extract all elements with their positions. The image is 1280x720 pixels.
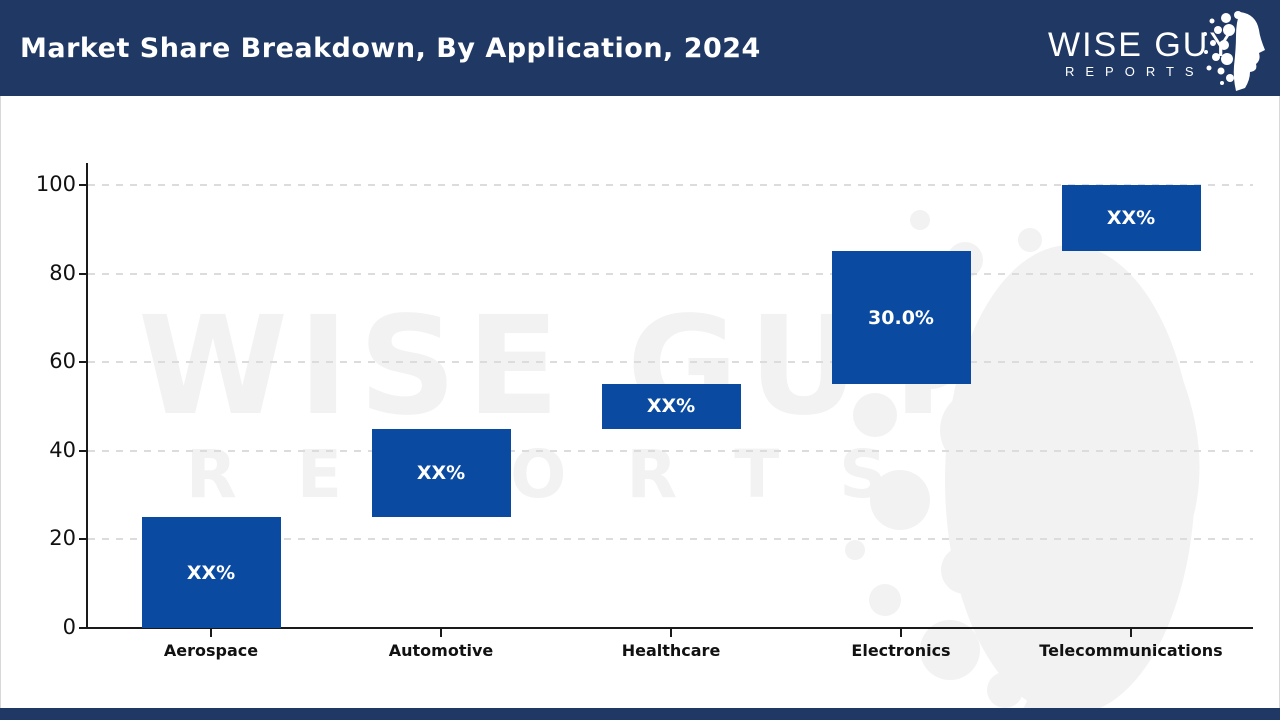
- x-tick-healthcare: [670, 629, 672, 637]
- x-tick-electronics: [900, 629, 902, 637]
- x-tick-telecommunications: [1130, 629, 1132, 637]
- bar-electronics: 30.0%: [831, 251, 971, 385]
- y-tick-label: 40: [49, 437, 76, 462]
- footer-bar: [0, 708, 1280, 720]
- y-tick-label: 100: [35, 172, 76, 196]
- bar-value-label: XX%: [646, 395, 696, 418]
- category-label-healthcare: Healthcare: [621, 641, 721, 660]
- watermark-wordmark: WISE GUY: [138, 288, 978, 446]
- bar-value-label: XX%: [416, 461, 466, 484]
- watermark-reports: REPORTS: [186, 436, 947, 513]
- logo-reports-text: REPORTS: [1065, 64, 1205, 79]
- y-tick-60: [79, 361, 87, 364]
- y-tick-label: 80: [49, 260, 76, 285]
- header-bar: Market Share Breakdown, By Application, …: [0, 0, 1280, 96]
- bar-healthcare: XX%: [601, 384, 741, 429]
- x-tick-automotive: [440, 629, 442, 637]
- gridline-60: [88, 361, 1253, 364]
- gridline-20: [88, 538, 1253, 541]
- x-axis-line: [86, 627, 1253, 629]
- category-label-aerospace: Aerospace: [163, 641, 259, 660]
- logo-wordmark: WISE GUY: [1048, 26, 1235, 64]
- y-tick-100: [79, 184, 87, 186]
- y-tick-20: [79, 538, 87, 541]
- category-label-telecommunications: Telecommunications: [1039, 641, 1223, 660]
- category-label-electronics: Electronics: [851, 641, 951, 660]
- bar-value-label: 30.0%: [868, 306, 934, 329]
- y-tick-label: 20: [49, 526, 76, 551]
- y-tick-40: [79, 449, 87, 452]
- y-tick-80: [79, 272, 87, 275]
- y-tick-0: [79, 627, 87, 629]
- category-label-automotive: Automotive: [388, 641, 494, 660]
- y-tick-label: 60: [49, 349, 76, 374]
- bar-automotive: XX%: [371, 428, 511, 518]
- wise-guy-logo: WISE GUY REPORTS: [1018, 6, 1268, 92]
- x-tick-aerospace: [210, 629, 212, 637]
- gridline-80: [88, 272, 1253, 275]
- y-tick-label: 0: [62, 615, 76, 639]
- bar-value-label: XX%: [186, 561, 236, 584]
- y-axis-line: [86, 163, 88, 629]
- gridline-100: [88, 184, 1253, 186]
- gridline-40: [88, 449, 1253, 452]
- chart-title: Market Share Breakdown, By Application, …: [20, 33, 761, 64]
- bar-value-label: XX%: [1106, 207, 1156, 230]
- logo-face-icon: [1203, 11, 1265, 91]
- bar-telecommunications: XX%: [1061, 185, 1201, 252]
- bar-aerospace: XX%: [141, 517, 281, 628]
